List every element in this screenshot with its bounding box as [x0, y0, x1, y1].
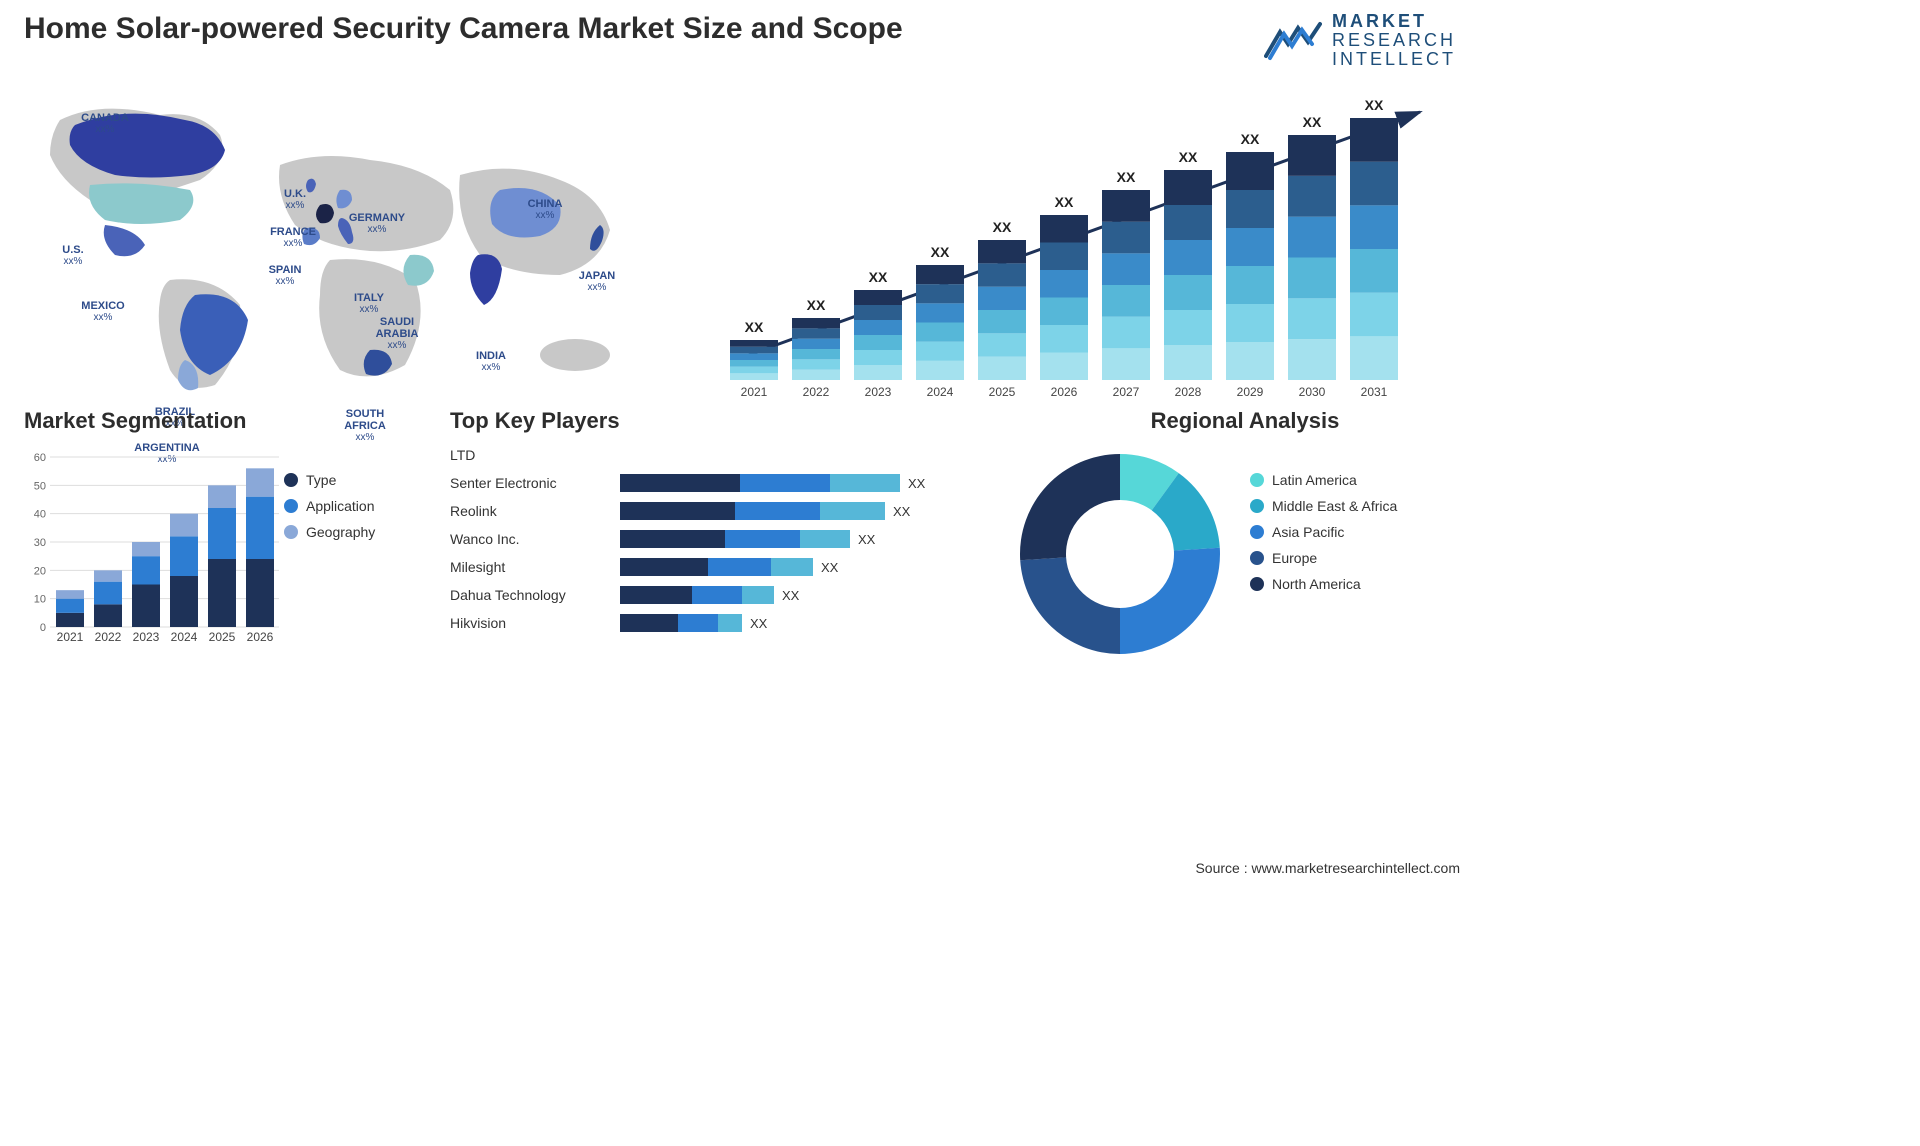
player-value: XX: [893, 504, 910, 519]
svg-text:2024: 2024: [927, 385, 954, 399]
player-value: XX: [821, 560, 838, 575]
source-text: Source : www.marketresearchintellect.com: [1195, 860, 1460, 876]
player-row: LTD: [450, 442, 950, 468]
segmentation-title: Market Segmentation: [24, 408, 444, 434]
player-value: XX: [908, 476, 925, 491]
svg-text:XX: XX: [1303, 114, 1322, 130]
players-title: Top Key Players: [450, 408, 970, 434]
legend-item: Application: [284, 498, 375, 514]
svg-text:60: 60: [34, 452, 46, 464]
legend-item: Latin America: [1250, 472, 1397, 488]
svg-text:2027: 2027: [1113, 385, 1140, 399]
country-label: U.K.xx%: [260, 188, 330, 211]
svg-text:XX: XX: [1365, 100, 1384, 113]
header: Home Solar-powered Security Camera Marke…: [24, 12, 1456, 69]
svg-text:XX: XX: [993, 219, 1012, 235]
svg-text:30: 30: [34, 537, 46, 549]
country-label: MEXICOxx%: [68, 300, 138, 323]
player-label: Wanco Inc.: [450, 531, 620, 547]
country-label: CHINAxx%: [510, 198, 580, 221]
svg-text:10: 10: [34, 594, 46, 606]
player-row: Hikvision XX: [450, 610, 950, 636]
legend-item: Geography: [284, 524, 375, 540]
svg-text:2024: 2024: [171, 630, 198, 644]
svg-text:2026: 2026: [247, 630, 274, 644]
legend-item: Europe: [1250, 550, 1397, 566]
svg-text:2026: 2026: [1051, 385, 1078, 399]
country-label: JAPANxx%: [562, 270, 632, 293]
svg-text:XX: XX: [745, 319, 764, 335]
player-label: Reolink: [450, 503, 620, 519]
svg-text:2022: 2022: [803, 385, 830, 399]
country-label: INDIAxx%: [456, 350, 526, 373]
player-value: XX: [858, 532, 875, 547]
svg-text:0: 0: [40, 622, 46, 634]
svg-text:2023: 2023: [133, 630, 160, 644]
world-map: CANADAxx%U.S.xx%MEXICOxx%BRAZILxx%ARGENT…: [20, 80, 640, 400]
svg-text:XX: XX: [1179, 149, 1198, 165]
player-label: Senter Electronic: [450, 475, 620, 491]
svg-text:2028: 2028: [1175, 385, 1202, 399]
svg-text:2021: 2021: [57, 630, 84, 644]
brand-logo: MARKET RESEARCH INTELLECT: [1264, 12, 1456, 69]
player-row: Senter Electronic XX: [450, 470, 950, 496]
player-row: Dahua Technology XX: [450, 582, 950, 608]
svg-text:2025: 2025: [989, 385, 1016, 399]
segmentation-legend: Type Application Geography: [284, 472, 375, 550]
player-label: LTD: [450, 447, 620, 463]
growth-bar-chart: XX 2021 XX 2022 XX 2023 XX 2024 XX 2025 XX 2026 XX 20…: [720, 100, 1440, 400]
svg-text:2025: 2025: [209, 630, 236, 644]
player-label: Hikvision: [450, 615, 620, 631]
regional-donut: [1010, 442, 1230, 662]
legend-item: Type: [284, 472, 375, 488]
country-label: CANADAxx%: [70, 112, 140, 135]
svg-text:2031: 2031: [1361, 385, 1388, 399]
country-label: SPAINxx%: [250, 264, 320, 287]
growth-bar-svg: XX 2021 XX 2022 XX 2023 XX 2024 XX 2025 XX 2026 XX 20…: [720, 100, 1440, 400]
regional-legend: Latin America Middle East & Africa Asia Pa…: [1250, 472, 1397, 662]
page-title: Home Solar-powered Security Camera Marke…: [24, 12, 903, 46]
country-label: ITALYxx%: [334, 292, 404, 315]
logo-line-3: INTELLECT: [1332, 50, 1456, 69]
regional-section: Regional Analysis Latin America Middle Ea…: [1010, 408, 1450, 662]
svg-text:2021: 2021: [741, 385, 768, 399]
svg-text:XX: XX: [869, 269, 888, 285]
logo-line-1: MARKET: [1332, 12, 1456, 31]
svg-text:XX: XX: [807, 297, 826, 313]
segmentation-section: Market Segmentation 0 10 20 30 40 50 60 2021 202…: [24, 408, 444, 647]
svg-text:20: 20: [34, 565, 46, 577]
svg-text:2023: 2023: [865, 385, 892, 399]
player-value: XX: [750, 616, 767, 631]
svg-text:40: 40: [34, 509, 46, 521]
logo-icon: [1264, 18, 1322, 62]
country-label: U.S.xx%: [38, 244, 108, 267]
svg-text:2030: 2030: [1299, 385, 1326, 399]
player-value: XX: [782, 588, 799, 603]
country-label: GERMANYxx%: [342, 212, 412, 235]
player-label: Dahua Technology: [450, 587, 620, 603]
svg-text:2022: 2022: [95, 630, 122, 644]
country-label: SAUDI ARABIAxx%: [362, 316, 432, 351]
player-label: Milesight: [450, 559, 620, 575]
svg-text:XX: XX: [1055, 194, 1074, 210]
svg-text:2029: 2029: [1237, 385, 1264, 399]
logo-line-2: RESEARCH: [1332, 31, 1456, 50]
svg-text:50: 50: [34, 480, 46, 492]
svg-text:XX: XX: [1241, 131, 1260, 147]
country-label: FRANCExx%: [258, 226, 328, 249]
legend-item: North America: [1250, 576, 1397, 592]
donut-svg: [1010, 442, 1230, 662]
player-row: Milesight XX: [450, 554, 950, 580]
regional-title: Regional Analysis: [1040, 408, 1450, 434]
players-section: Top Key Players LTDSenter ElectronicXXRe…: [450, 408, 970, 652]
players-chart: LTDSenter ElectronicXXReolinkXXWanco Inc…: [450, 442, 950, 652]
legend-item: Asia Pacific: [1250, 524, 1397, 540]
player-row: Reolink XX: [450, 498, 950, 524]
player-row: Wanco Inc. XX: [450, 526, 950, 552]
svg-text:XX: XX: [931, 244, 950, 260]
legend-item: Middle East & Africa: [1250, 498, 1397, 514]
svg-text:XX: XX: [1117, 169, 1136, 185]
segmentation-svg: 0 10 20 30 40 50 60 2021 2022 2023 2024 2025 2026: [24, 442, 284, 647]
segmentation-chart: 0 10 20 30 40 50 60 2021 2022 2023 2024 2025 2026: [24, 442, 284, 647]
